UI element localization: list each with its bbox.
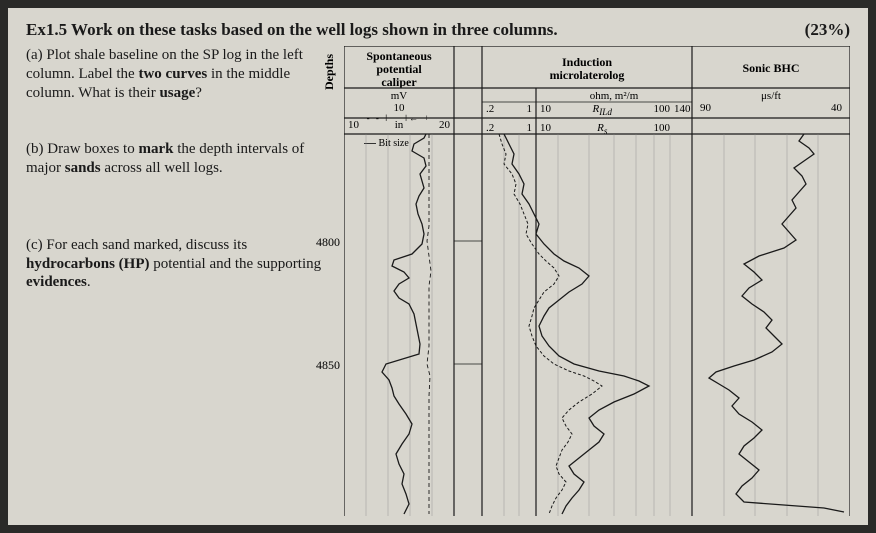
- task-c-text: (c) For each sand marked, discuss its: [26, 237, 247, 253]
- caliper-curve: [427, 134, 431, 514]
- task-c-bold2: evidences: [26, 274, 87, 290]
- depth-lines: [454, 241, 482, 364]
- depths-axis-label: Depths: [322, 54, 337, 90]
- task-b: (b) Draw boxes to mark the depth interva…: [26, 140, 326, 178]
- task-c-bold1: hydrocarbons (HP): [26, 256, 149, 272]
- frame-lines: [344, 46, 850, 516]
- task-a: (a) Plot shale baseline on the SP log in…: [26, 46, 326, 102]
- task-b-text: (b) Draw boxes to: [26, 141, 138, 157]
- task-a-suffix: ?: [195, 85, 202, 101]
- page: Ex1.5 Work on these tasks based on the w…: [8, 8, 868, 525]
- log-svg: [344, 46, 850, 516]
- sonic-grid: [724, 134, 818, 516]
- task-a-bold1: two curves: [138, 66, 207, 82]
- tasks-column: (a) Plot shale baseline on the SP log in…: [26, 46, 326, 350]
- exercise-title: Ex1.5 Work on these tasks based on the w…: [26, 20, 558, 40]
- well-log-chart: Spontaneous potential caliper Induction …: [344, 46, 850, 516]
- task-c-mid: potential and the supporting: [149, 256, 321, 272]
- task-c: (c) For each sand marked, discuss its hy…: [26, 236, 326, 292]
- sp-curve: [382, 134, 426, 514]
- task-b-suffix: across all well logs.: [101, 160, 223, 176]
- res-deep-curve: [504, 134, 649, 514]
- depth-tick-4800: 4800: [306, 235, 340, 250]
- task-b-bold2: sands: [65, 160, 101, 176]
- depth-tick-4850: 4850: [306, 358, 340, 373]
- percent-label: (23%): [805, 20, 850, 40]
- task-b-bold1: mark: [138, 141, 173, 157]
- res-shallow-curve: [499, 134, 602, 514]
- task-c-suffix: .: [87, 274, 91, 290]
- sonic-curve: [709, 134, 844, 512]
- chart-area: Depths Spontaneous potential caliper Ind…: [330, 46, 850, 350]
- title-row: Ex1.5 Work on these tasks based on the w…: [26, 20, 850, 40]
- content: (a) Plot shale baseline on the SP log in…: [26, 46, 850, 350]
- task-a-bold2: usage: [159, 85, 195, 101]
